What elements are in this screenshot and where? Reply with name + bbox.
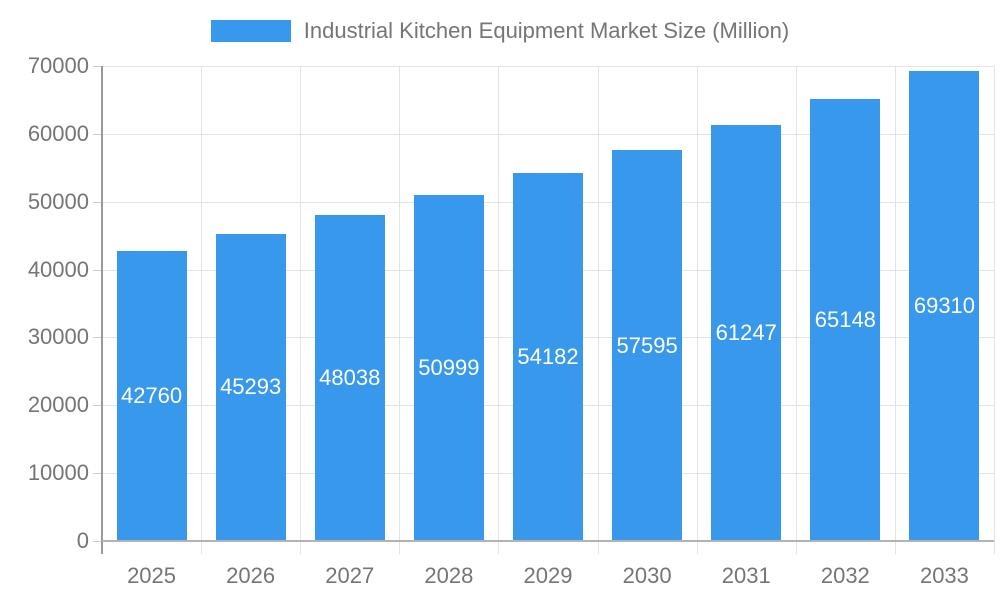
bar-value-label: 57595 [616,332,678,358]
x-axis-tick [894,541,896,554]
bar[interactable] [215,233,286,541]
y-axis-tick-label: 10000 [27,460,89,486]
y-axis-tick [93,201,102,203]
x-gridline [498,66,500,541]
x-axis-tick-label: 2029 [523,563,573,588]
bar-value-label: 48038 [319,365,381,390]
x-gridline [994,66,995,541]
y-axis-tick [93,337,102,339]
x-axis-tick [696,541,698,554]
y-axis-tick-label: 20000 [27,392,89,418]
y-axis-tick [93,66,102,67]
y-axis-tick [93,133,102,135]
bar-value-label: 42760 [120,382,183,408]
x-axis-tick-label: 2026 [226,563,276,588]
x-gridline [597,66,599,541]
y-axis-tick-label: 0 [76,528,89,553]
y-axis-tick-label: 30000 [27,324,89,350]
x-gridline [795,66,797,541]
y-axis-line [101,66,103,554]
x-axis-tick-label: 2025 [127,563,177,588]
y-gridline [102,66,994,67]
legend-marker-swatch [210,20,291,42]
bar-value-label: 50999 [418,354,480,380]
x-axis-tick-label: 2028 [424,563,474,588]
y-axis-tick-label: 50000 [27,188,89,214]
bar-value-label: 54182 [517,344,579,370]
x-axis-line [102,540,994,542]
x-axis-tick-label: 2031 [721,563,771,588]
bar[interactable] [711,125,782,541]
y-axis-tick-label: 60000 [27,120,89,146]
x-axis-tick [201,541,203,554]
x-axis-tick-label: 2032 [820,563,870,588]
y-axis-tick [93,269,102,271]
bar-value-label: 45293 [220,374,282,400]
bar[interactable] [116,250,187,541]
x-axis-tick [994,541,995,554]
x-axis-tick [795,541,797,554]
y-axis-tick-label: 70000 [27,53,89,78]
bar-value-label: 69310 [913,292,976,318]
y-axis-tick [93,541,102,542]
x-axis-tick-label: 2027 [325,563,375,588]
x-axis-tick [597,541,599,554]
bar[interactable] [810,98,881,541]
x-gridline [696,66,698,541]
bar-value-label: 65148 [814,306,876,332]
y-gridline [102,133,994,135]
x-axis-tick [399,541,401,554]
y-axis-tick [93,473,102,475]
chart-legend[interactable]: Industrial Kitchen Equipment Market Size… [0,18,1000,44]
x-axis-tick [498,541,500,554]
bar[interactable] [413,194,484,541]
x-gridline [894,66,896,541]
y-axis-tick [93,405,102,407]
y-axis-tick-label: 40000 [27,256,89,282]
x-gridline [399,66,401,541]
x-axis-tick-label: 2033 [919,563,969,588]
x-gridline [300,66,302,541]
bar[interactable] [513,173,583,541]
bar[interactable] [314,215,385,541]
bar[interactable] [612,150,683,541]
chart-title: Industrial Kitchen Equipment Market Size… [303,18,790,43]
x-gridline [201,66,203,541]
x-axis-tick-label: 2030 [622,563,672,588]
bar[interactable] [909,70,980,541]
bar-value-label: 61247 [715,320,777,346]
x-axis-tick [300,541,302,554]
